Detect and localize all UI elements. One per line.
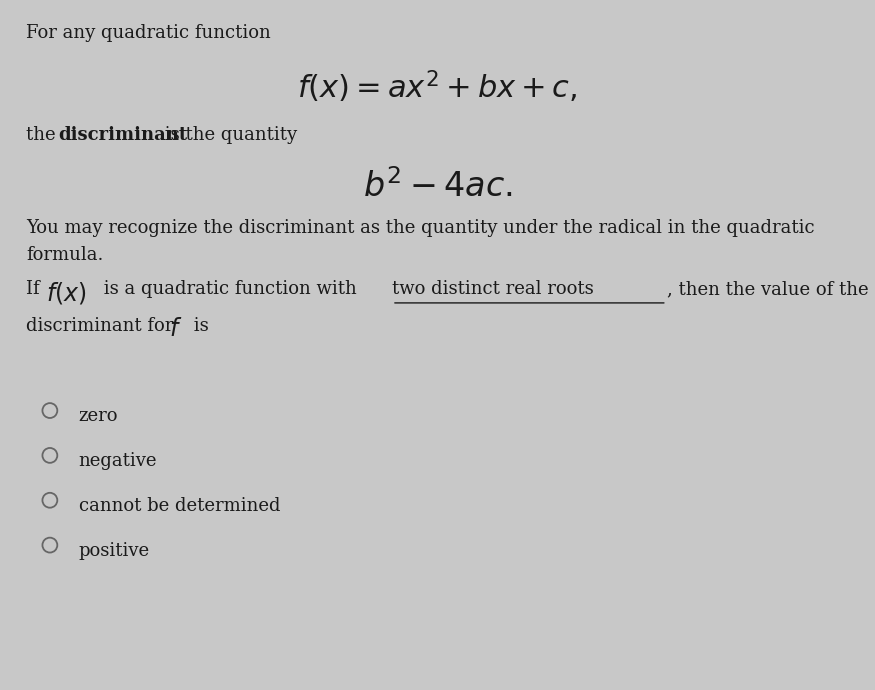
Text: cannot be determined: cannot be determined [79, 497, 280, 515]
Text: is: is [188, 317, 209, 335]
Text: You may recognize the discriminant as the quantity under the radical in the quad: You may recognize the discriminant as th… [26, 219, 815, 237]
Text: is the quantity: is the quantity [159, 126, 298, 144]
Text: $f(x) = ax^2 + bx + c,$: $f(x) = ax^2 + bx + c,$ [298, 69, 578, 106]
Text: zero: zero [79, 407, 118, 425]
Text: is a quadratic function with: is a quadratic function with [98, 280, 362, 298]
Text: $b^2 - 4ac.$: $b^2 - 4ac.$ [362, 169, 513, 204]
Text: formula.: formula. [26, 246, 103, 264]
Text: For any quadratic function: For any quadratic function [26, 24, 271, 42]
Text: If: If [26, 280, 46, 298]
Text: discriminant for: discriminant for [26, 317, 179, 335]
Text: $f$: $f$ [169, 317, 182, 341]
Text: positive: positive [79, 542, 150, 560]
Text: negative: negative [79, 452, 158, 470]
Text: $f(x)$: $f(x)$ [46, 280, 87, 306]
Text: discriminant: discriminant [59, 126, 188, 144]
Text: two distinct real roots: two distinct real roots [392, 280, 594, 298]
Text: , then the value of the: , then the value of the [667, 280, 868, 298]
Text: the: the [26, 126, 61, 144]
